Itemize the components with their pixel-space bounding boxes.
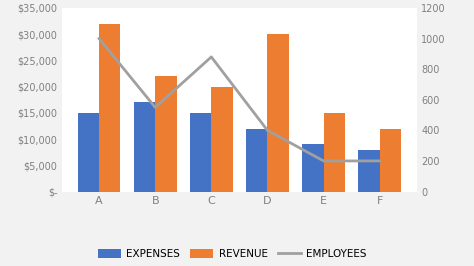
Legend: EXPENSES, REVENUE, EMPLOYEES: EXPENSES, REVENUE, EMPLOYEES: [94, 245, 371, 263]
Bar: [380, 128, 401, 192]
Bar: [267, 34, 289, 192]
Bar: [246, 128, 267, 192]
Bar: [190, 113, 211, 192]
Bar: [358, 149, 380, 192]
Bar: [78, 113, 99, 192]
Bar: [302, 144, 324, 192]
Bar: [134, 102, 155, 192]
Bar: [211, 87, 233, 192]
Bar: [99, 24, 120, 192]
Bar: [155, 76, 176, 192]
Bar: [324, 113, 345, 192]
